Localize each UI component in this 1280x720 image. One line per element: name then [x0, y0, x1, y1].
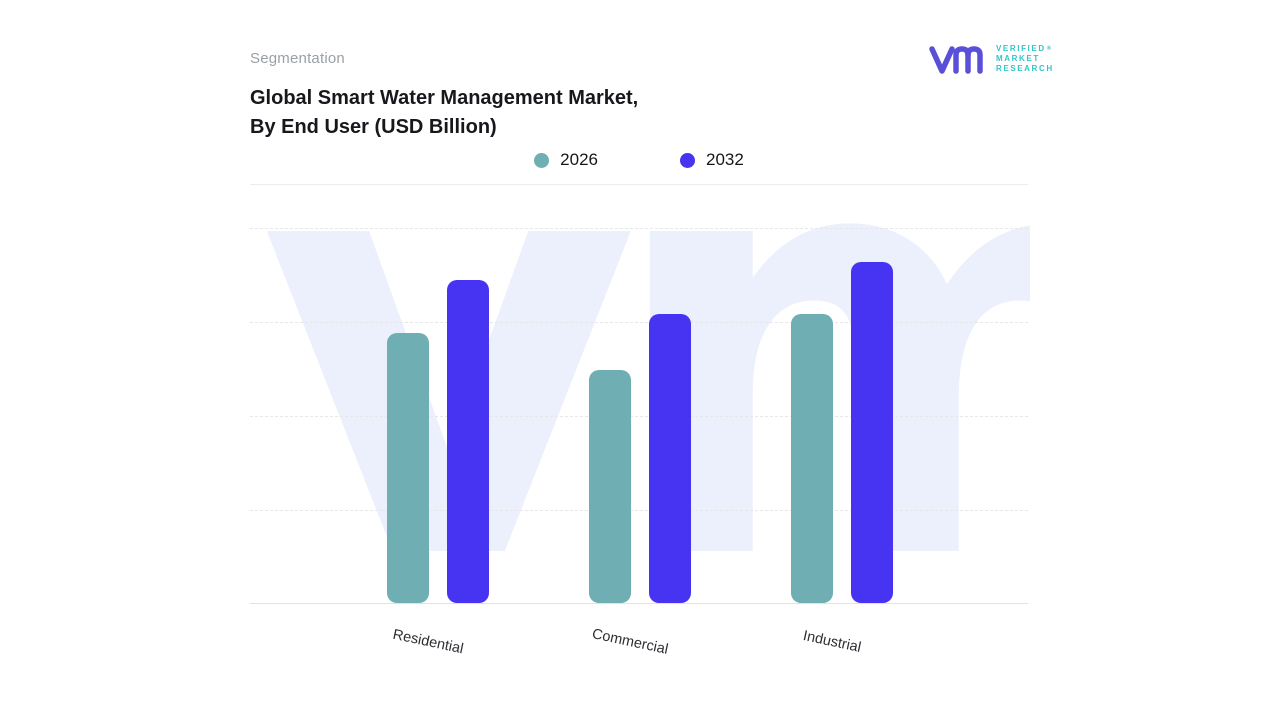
bar-2026-industrial: [791, 314, 833, 603]
logo-word-market: MARKET: [996, 54, 1040, 63]
gridline: [250, 322, 1028, 323]
category-label-industrial: Industrial: [801, 628, 863, 656]
eyebrow-label: Segmentation: [250, 50, 345, 67]
legend-label-2032: 2032: [706, 150, 744, 169]
bar-2032-residential: [447, 280, 489, 603]
chart-title: Global Smart Water Management Market, By…: [250, 84, 638, 142]
gridline: [250, 228, 1028, 229]
bar-2032-commercial: [649, 314, 691, 603]
vmr-monogram-icon: [929, 46, 983, 74]
registered-mark: ®: [1046, 46, 1053, 52]
gridline: [250, 416, 1028, 417]
legend-swatch-2026: [534, 152, 550, 168]
category-label-residential: Residential: [391, 626, 465, 658]
chart-title-line1: Global Smart Water Management Market,: [250, 87, 639, 109]
category-label-commercial: Commercial: [590, 626, 670, 658]
x-axis-line: [250, 603, 1028, 604]
chart-title-line2: By End User (USD Billion): [250, 116, 497, 138]
legend-label-2026: 2026: [560, 150, 598, 169]
bar-2026-residential: [387, 333, 429, 603]
bar-2032-industrial: [851, 262, 893, 603]
gridline: [250, 510, 1028, 511]
vmr-watermark: vm: [258, 186, 1030, 604]
legend: 2026 2032: [250, 150, 1028, 170]
logo-word-research: RESEARCH: [996, 64, 1054, 73]
logo-word-verified: VERIFIED: [996, 44, 1046, 53]
bar-2026-commercial: [589, 370, 631, 603]
vmr-logo: VERIFIED® MARKET RESEARCH: [928, 38, 1078, 80]
legend-swatch-2032: [680, 152, 695, 168]
legend-item-2026: 2026: [534, 150, 598, 170]
plot-area: vm: [250, 186, 1030, 604]
vmr-logo-text: VERIFIED® MARKET RESEARCH: [996, 44, 1054, 74]
legend-item-2032: 2032: [680, 150, 744, 170]
legend-divider-line: [250, 184, 1028, 185]
